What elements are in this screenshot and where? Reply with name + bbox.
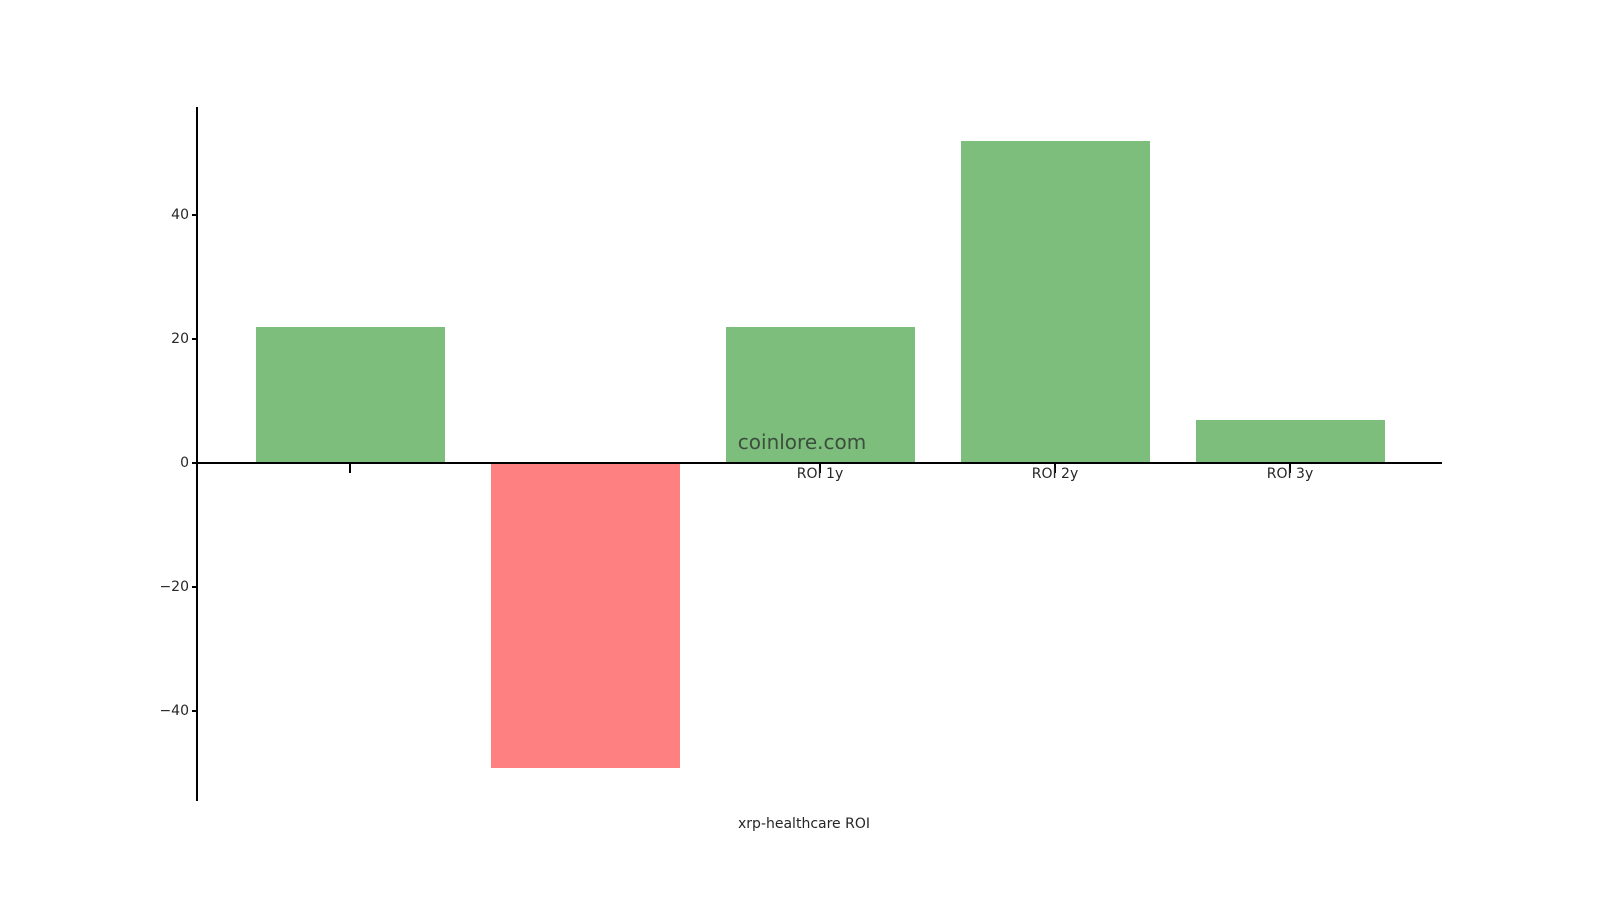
bar-positive xyxy=(255,326,445,463)
x-tick-mark xyxy=(1054,463,1056,473)
x-tick-mark xyxy=(1289,463,1291,473)
x-tick-mark xyxy=(819,463,821,473)
y-tick-label: −20 xyxy=(159,578,189,595)
x-tick-mark xyxy=(349,463,351,473)
bar-positive xyxy=(960,140,1150,463)
y-tick-mark xyxy=(192,710,197,712)
x-tick-label: ROI 3y xyxy=(1266,466,1314,482)
x-tick-label: ROI 1y xyxy=(796,466,844,482)
bar-negative xyxy=(490,464,680,768)
x-axis-line xyxy=(196,462,1442,464)
x-tick-label: ROI 2y xyxy=(1031,466,1079,482)
watermark: coinlore.com xyxy=(737,430,867,454)
y-tick-mark xyxy=(192,586,197,588)
bar-positive xyxy=(1195,419,1385,463)
y-tick-label: 0 xyxy=(180,454,189,471)
y-tick-mark xyxy=(192,214,197,216)
y-tick-label: −40 xyxy=(159,702,189,719)
x-axis-title: xrp-healthcare ROI xyxy=(738,816,870,832)
y-tick-mark xyxy=(192,462,197,464)
y-tick-label: 40 xyxy=(171,206,189,223)
y-tick-mark xyxy=(192,338,197,340)
y-tick-label: 20 xyxy=(171,330,189,347)
y-axis-line xyxy=(196,107,198,801)
bar-positive xyxy=(725,326,915,463)
